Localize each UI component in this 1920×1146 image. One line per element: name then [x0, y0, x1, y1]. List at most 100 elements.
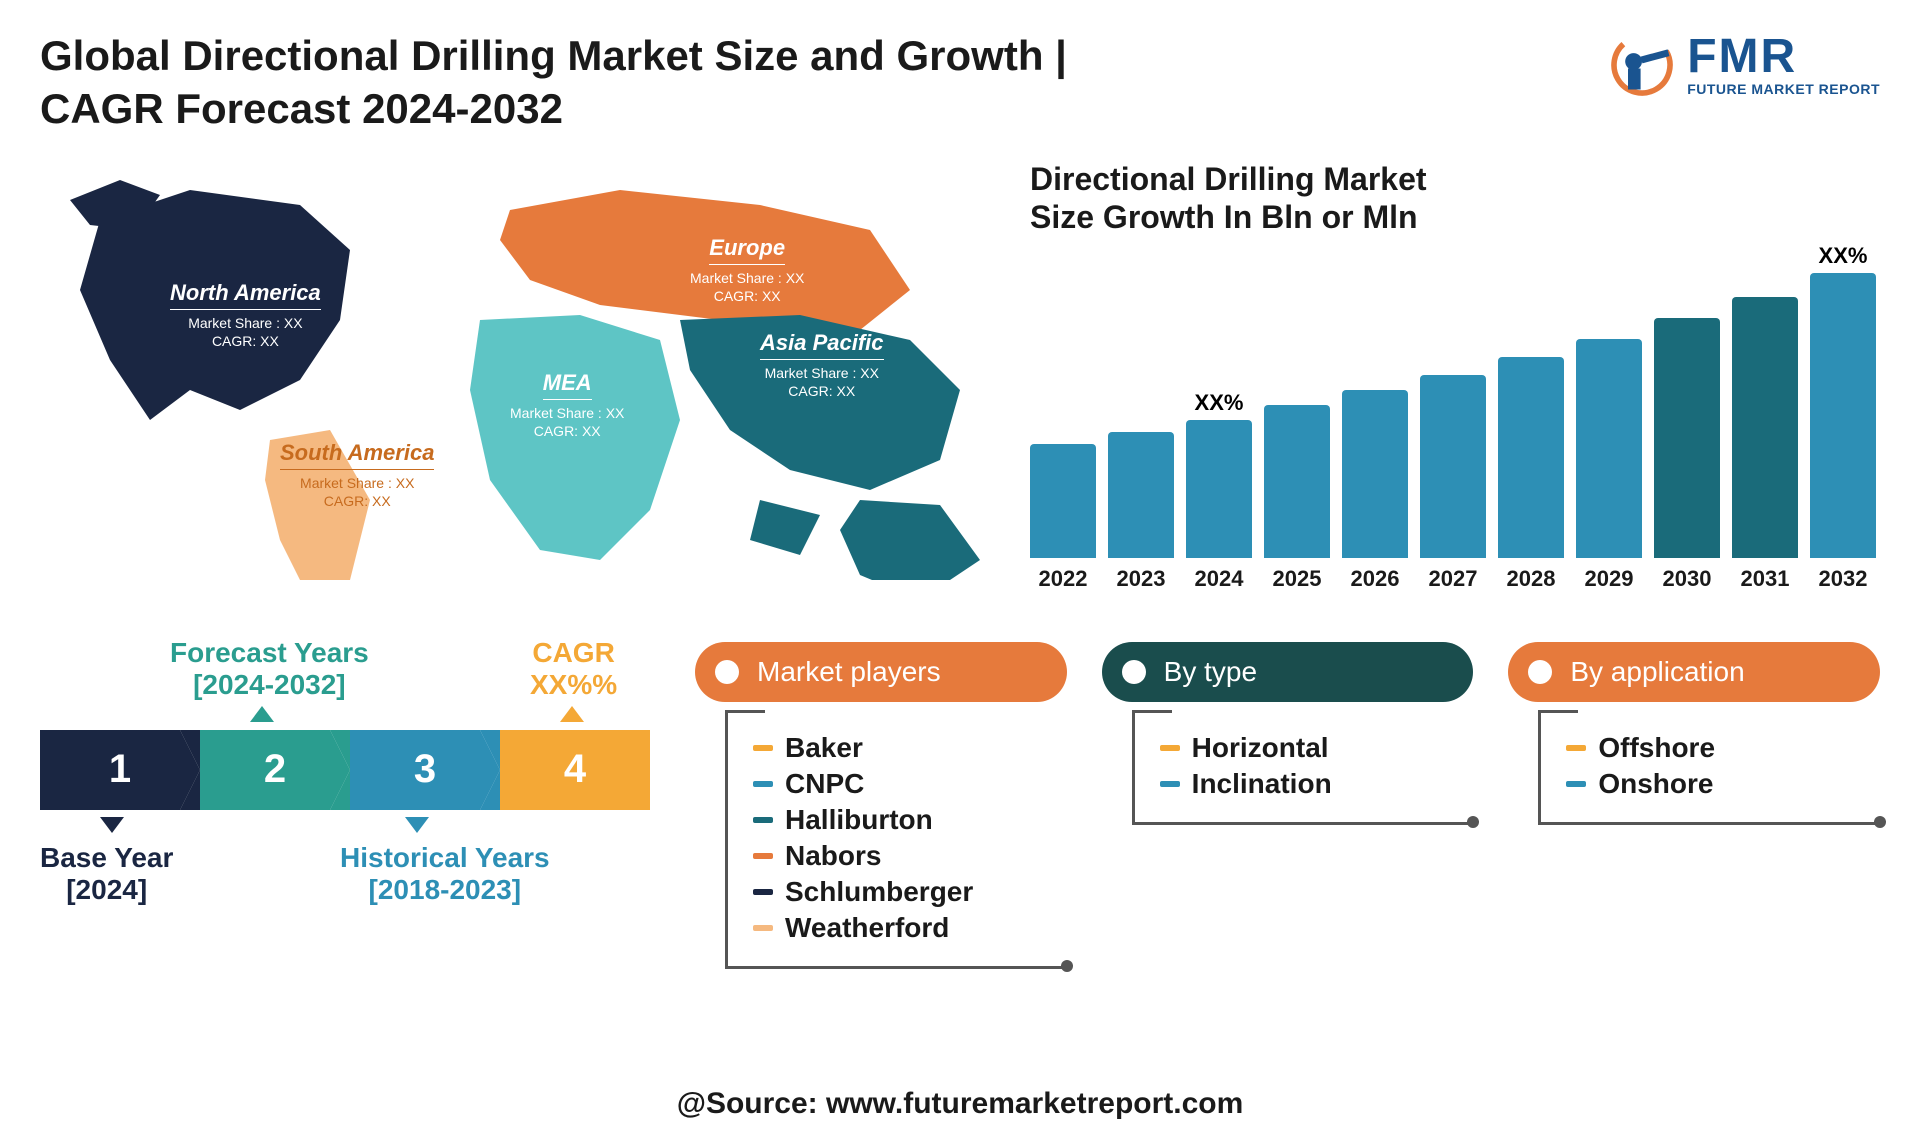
fmr-logo: FMR FUTURE MARKET REPORT	[1607, 30, 1880, 100]
list-item: Inclination	[1160, 768, 1474, 800]
map-label-mea: MEA	[543, 370, 592, 400]
list-item: Nabors	[753, 840, 1067, 872]
dot-icon	[715, 660, 739, 684]
timeline-cagr-label: CAGR XX%%	[530, 637, 617, 701]
map-cagr-na: CAGR: XX	[170, 332, 321, 350]
dot-icon	[1528, 660, 1552, 684]
bar-col: 2031	[1732, 297, 1798, 592]
list-item: Offshore	[1566, 732, 1880, 764]
logo-text-main: FMR	[1687, 33, 1880, 81]
tick-icon	[753, 925, 773, 931]
list-item-label: Nabors	[785, 840, 881, 872]
bar-col: 2023	[1108, 432, 1174, 592]
bar	[1420, 375, 1486, 558]
list-item: Weatherford	[753, 912, 1067, 944]
bar	[1342, 390, 1408, 558]
arrow-up-icon	[560, 706, 584, 722]
source-text: @Source: www.futuremarketreport.com	[677, 1087, 1244, 1121]
by-type-column: By type Horizontal Inclination	[1102, 642, 1474, 969]
tick-icon	[1566, 781, 1586, 787]
map-cagr-ap: CAGR: XX	[760, 382, 884, 400]
map-label-ap: Asia Pacific	[760, 330, 884, 360]
list-item-label: Offshore	[1598, 732, 1715, 764]
list-item: CNPC	[753, 768, 1067, 800]
map-share-na: Market Share : XX	[170, 314, 321, 332]
tick-icon	[753, 745, 773, 751]
bar-annotation: XX%	[1819, 243, 1868, 269]
bar	[1732, 297, 1798, 558]
tick-icon	[1160, 781, 1180, 787]
bar	[1654, 318, 1720, 558]
bar-year-label: 2022	[1039, 566, 1088, 592]
bar-year-label: 2027	[1429, 566, 1478, 592]
bar-annotation: XX%	[1195, 390, 1244, 416]
timeline-historical-label: Historical Years [2018-2023]	[340, 842, 550, 974]
list-item-label: Schlumberger	[785, 876, 973, 908]
tick-icon	[1160, 745, 1180, 751]
timeline-segment: 3	[350, 730, 500, 810]
by-application-pill: By application	[1508, 642, 1880, 702]
bar-year-label: 2024	[1195, 566, 1244, 592]
timeline-segment: 2	[200, 730, 350, 810]
timeline-segment: 1	[40, 730, 200, 810]
bar	[1498, 357, 1564, 558]
map-cagr-sa: CAGR: XX	[280, 492, 434, 510]
arrow-down-icon	[100, 817, 124, 833]
bar	[1108, 432, 1174, 558]
list-item: Schlumberger	[753, 876, 1067, 908]
bar-col: 2025	[1264, 405, 1330, 592]
dot-icon	[1122, 660, 1146, 684]
by-application-column: By application Offshore Onshore	[1508, 642, 1880, 969]
list-item-label: Horizontal	[1192, 732, 1329, 764]
tick-icon	[753, 817, 773, 823]
arrow-down-icon	[405, 817, 429, 833]
bar-col: 2022	[1030, 444, 1096, 592]
bar-col: 2028	[1498, 357, 1564, 592]
map-label-na: North America	[170, 280, 321, 310]
tick-icon	[753, 853, 773, 859]
bar-year-label: 2029	[1585, 566, 1634, 592]
list-item: Halliburton	[753, 804, 1067, 836]
tick-icon	[753, 889, 773, 895]
bar-year-label: 2030	[1663, 566, 1712, 592]
list-item: Onshore	[1566, 768, 1880, 800]
bar-col: XX%2032	[1810, 273, 1876, 592]
market-players-column: Market players Baker CNPC Halliburton Nabor…	[695, 642, 1067, 969]
bar-year-label: 2032	[1819, 566, 1868, 592]
map-cagr-mea: CAGR: XX	[510, 422, 624, 440]
bar	[1264, 405, 1330, 558]
list-item-label: Baker	[785, 732, 863, 764]
bar-col: 2027	[1420, 375, 1486, 592]
map-share-ap: Market Share : XX	[760, 364, 884, 382]
timeline-forecast-label: Forecast Years [2024-2032]	[170, 637, 369, 701]
logo-text-sub: FUTURE MARKET REPORT	[1687, 81, 1880, 97]
map-share-sa: Market Share : XX	[280, 474, 434, 492]
market-players-pill: Market players	[695, 642, 1067, 702]
bar-year-label: 2028	[1507, 566, 1556, 592]
tick-icon	[1566, 745, 1586, 751]
bar: XX%	[1186, 420, 1252, 558]
list-item-label: Inclination	[1192, 768, 1332, 800]
bar-year-label: 2026	[1351, 566, 1400, 592]
bar-col: 2030	[1654, 318, 1720, 592]
bar-col: 2029	[1576, 339, 1642, 592]
arrow-up-icon	[250, 706, 274, 722]
list-item-label: Weatherford	[785, 912, 949, 944]
map-cagr-eu: CAGR: XX	[690, 287, 804, 305]
map-label-eu: Europe	[709, 235, 785, 265]
growth-bar-chart: Directional Drilling Market Size Growth …	[1030, 160, 1880, 592]
bar-col: 2026	[1342, 390, 1408, 592]
map-share-mea: Market Share : XX	[510, 404, 624, 422]
timeline: Forecast Years [2024-2032] CAGR XX%% 123…	[40, 642, 660, 969]
chart-title: Directional Drilling Market Size Growth …	[1030, 160, 1450, 237]
by-type-pill: By type	[1102, 642, 1474, 702]
page-title: Global Directional Drilling Market Size …	[40, 30, 1140, 135]
map-label-sa: South America	[280, 440, 434, 470]
list-item-label: CNPC	[785, 768, 864, 800]
logo-icon	[1607, 30, 1677, 100]
bar-col: XX% 2024	[1186, 420, 1252, 592]
list-item: Horizontal	[1160, 732, 1474, 764]
list-item-label: Onshore	[1598, 768, 1713, 800]
bar-year-label: 2031	[1741, 566, 1790, 592]
tick-icon	[753, 781, 773, 787]
